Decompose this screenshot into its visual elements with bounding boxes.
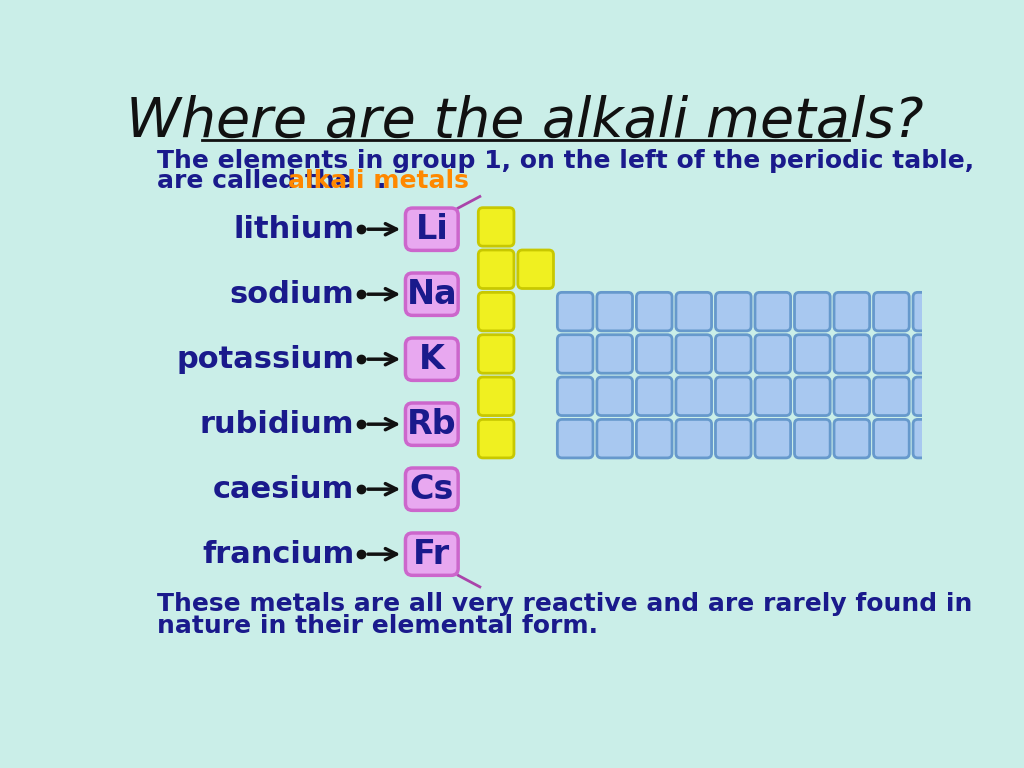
FancyBboxPatch shape <box>716 335 751 373</box>
FancyBboxPatch shape <box>834 335 869 373</box>
FancyBboxPatch shape <box>992 293 1024 331</box>
FancyBboxPatch shape <box>992 419 1024 458</box>
FancyBboxPatch shape <box>992 250 1024 289</box>
FancyBboxPatch shape <box>597 419 633 458</box>
FancyBboxPatch shape <box>952 377 988 415</box>
Text: .: . <box>377 170 386 194</box>
FancyBboxPatch shape <box>406 338 458 380</box>
FancyBboxPatch shape <box>406 403 458 445</box>
FancyBboxPatch shape <box>557 419 593 458</box>
FancyBboxPatch shape <box>755 335 791 373</box>
FancyBboxPatch shape <box>913 335 948 373</box>
FancyBboxPatch shape <box>952 293 988 331</box>
Text: sodium: sodium <box>229 280 354 309</box>
FancyBboxPatch shape <box>406 533 458 575</box>
Text: Rb: Rb <box>407 408 457 441</box>
FancyBboxPatch shape <box>597 335 633 373</box>
FancyBboxPatch shape <box>478 207 514 247</box>
FancyBboxPatch shape <box>478 293 514 331</box>
Text: potassium: potassium <box>176 345 354 374</box>
FancyBboxPatch shape <box>992 377 1024 415</box>
FancyBboxPatch shape <box>676 377 712 415</box>
FancyBboxPatch shape <box>716 419 751 458</box>
FancyBboxPatch shape <box>518 250 554 289</box>
FancyBboxPatch shape <box>873 293 909 331</box>
Text: Fr: Fr <box>414 538 451 571</box>
FancyBboxPatch shape <box>557 293 593 331</box>
Text: K: K <box>419 343 444 376</box>
FancyBboxPatch shape <box>952 335 988 373</box>
FancyBboxPatch shape <box>406 468 458 511</box>
FancyBboxPatch shape <box>478 335 514 373</box>
FancyBboxPatch shape <box>873 335 909 373</box>
FancyBboxPatch shape <box>478 377 514 415</box>
Text: Where are the alkali metals?: Where are the alkali metals? <box>126 95 924 148</box>
FancyBboxPatch shape <box>795 335 830 373</box>
FancyBboxPatch shape <box>834 377 869 415</box>
Text: alkali metals: alkali metals <box>288 170 469 194</box>
FancyBboxPatch shape <box>873 377 909 415</box>
Text: Na: Na <box>407 278 457 311</box>
FancyBboxPatch shape <box>992 335 1024 373</box>
FancyBboxPatch shape <box>557 377 593 415</box>
FancyBboxPatch shape <box>478 250 514 289</box>
FancyBboxPatch shape <box>952 250 988 289</box>
Text: nature in their elemental form.: nature in their elemental form. <box>158 614 598 637</box>
FancyBboxPatch shape <box>834 419 869 458</box>
FancyBboxPatch shape <box>913 377 948 415</box>
FancyBboxPatch shape <box>406 208 458 250</box>
FancyBboxPatch shape <box>597 293 633 331</box>
FancyBboxPatch shape <box>795 377 830 415</box>
FancyBboxPatch shape <box>795 419 830 458</box>
Text: caesium: caesium <box>213 475 354 504</box>
Text: Cs: Cs <box>410 472 454 505</box>
FancyBboxPatch shape <box>755 293 791 331</box>
FancyBboxPatch shape <box>406 273 458 316</box>
FancyBboxPatch shape <box>795 293 830 331</box>
FancyBboxPatch shape <box>755 377 791 415</box>
Text: rubidium: rubidium <box>200 409 354 439</box>
Text: The elements in group 1, on the left of the periodic table,: The elements in group 1, on the left of … <box>158 150 975 174</box>
FancyBboxPatch shape <box>913 419 948 458</box>
FancyBboxPatch shape <box>636 377 672 415</box>
Text: lithium: lithium <box>233 215 354 243</box>
FancyBboxPatch shape <box>636 335 672 373</box>
FancyBboxPatch shape <box>755 419 791 458</box>
FancyBboxPatch shape <box>636 293 672 331</box>
Text: Li: Li <box>416 213 449 246</box>
FancyBboxPatch shape <box>952 419 988 458</box>
Text: are called the: are called the <box>158 170 360 194</box>
FancyBboxPatch shape <box>716 293 751 331</box>
FancyBboxPatch shape <box>873 419 909 458</box>
FancyBboxPatch shape <box>478 419 514 458</box>
FancyBboxPatch shape <box>913 293 948 331</box>
FancyBboxPatch shape <box>716 377 751 415</box>
FancyBboxPatch shape <box>676 335 712 373</box>
FancyBboxPatch shape <box>834 293 869 331</box>
FancyBboxPatch shape <box>676 419 712 458</box>
FancyBboxPatch shape <box>676 293 712 331</box>
FancyBboxPatch shape <box>557 335 593 373</box>
FancyBboxPatch shape <box>597 377 633 415</box>
FancyBboxPatch shape <box>636 419 672 458</box>
Text: francium: francium <box>202 540 354 568</box>
Text: These metals are all very reactive and are rarely found in: These metals are all very reactive and a… <box>158 592 973 616</box>
